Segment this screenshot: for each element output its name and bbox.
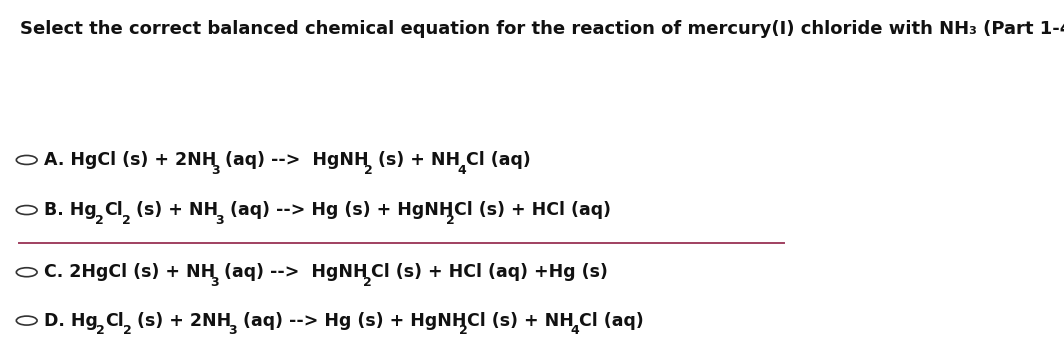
Text: 2: 2 — [363, 276, 371, 289]
Text: 2: 2 — [446, 214, 454, 227]
Text: B. Hg: B. Hg — [45, 201, 97, 219]
Text: (aq) -->  HgNH: (aq) --> HgNH — [219, 151, 369, 169]
Text: 2: 2 — [96, 214, 104, 227]
Text: Cl: Cl — [105, 312, 123, 330]
Text: A. HgCl (s) + 2NH: A. HgCl (s) + 2NH — [45, 151, 217, 169]
Text: (aq) -->  HgNH: (aq) --> HgNH — [218, 263, 368, 281]
Text: (s) + NH: (s) + NH — [372, 151, 461, 169]
Text: 3: 3 — [229, 324, 237, 337]
Text: Cl (s) + NH: Cl (s) + NH — [467, 312, 573, 330]
Text: Cl: Cl — [103, 201, 122, 219]
Text: 3: 3 — [211, 164, 219, 177]
Text: 2: 2 — [123, 324, 132, 337]
Text: (s) + NH: (s) + NH — [130, 201, 218, 219]
Text: D. Hg: D. Hg — [45, 312, 98, 330]
Text: 3: 3 — [216, 214, 225, 227]
Text: (aq) --> Hg (s) + HgNH: (aq) --> Hg (s) + HgNH — [236, 312, 466, 330]
Text: 2: 2 — [122, 214, 131, 227]
Text: (aq) --> Hg (s) + HgNH: (aq) --> Hg (s) + HgNH — [223, 201, 453, 219]
Text: (s) + 2NH: (s) + 2NH — [132, 312, 232, 330]
Text: Cl (s) + HCl (aq): Cl (s) + HCl (aq) — [454, 201, 612, 219]
Text: 4: 4 — [458, 164, 466, 177]
Text: 4: 4 — [570, 324, 579, 337]
Text: 2: 2 — [459, 324, 467, 337]
Text: 2: 2 — [364, 164, 372, 177]
Text: 2: 2 — [97, 324, 105, 337]
Text: C. 2HgCl (s) + NH: C. 2HgCl (s) + NH — [45, 263, 216, 281]
Text: Cl (aq): Cl (aq) — [579, 312, 644, 330]
Text: Select the correct balanced chemical equation for the reaction of mercury(I) chl: Select the correct balanced chemical equ… — [20, 20, 1064, 38]
Text: Cl (s) + HCl (aq) +Hg (s): Cl (s) + HCl (aq) +Hg (s) — [371, 263, 609, 281]
Text: 3: 3 — [210, 276, 218, 289]
Text: Cl (aq): Cl (aq) — [466, 151, 531, 169]
